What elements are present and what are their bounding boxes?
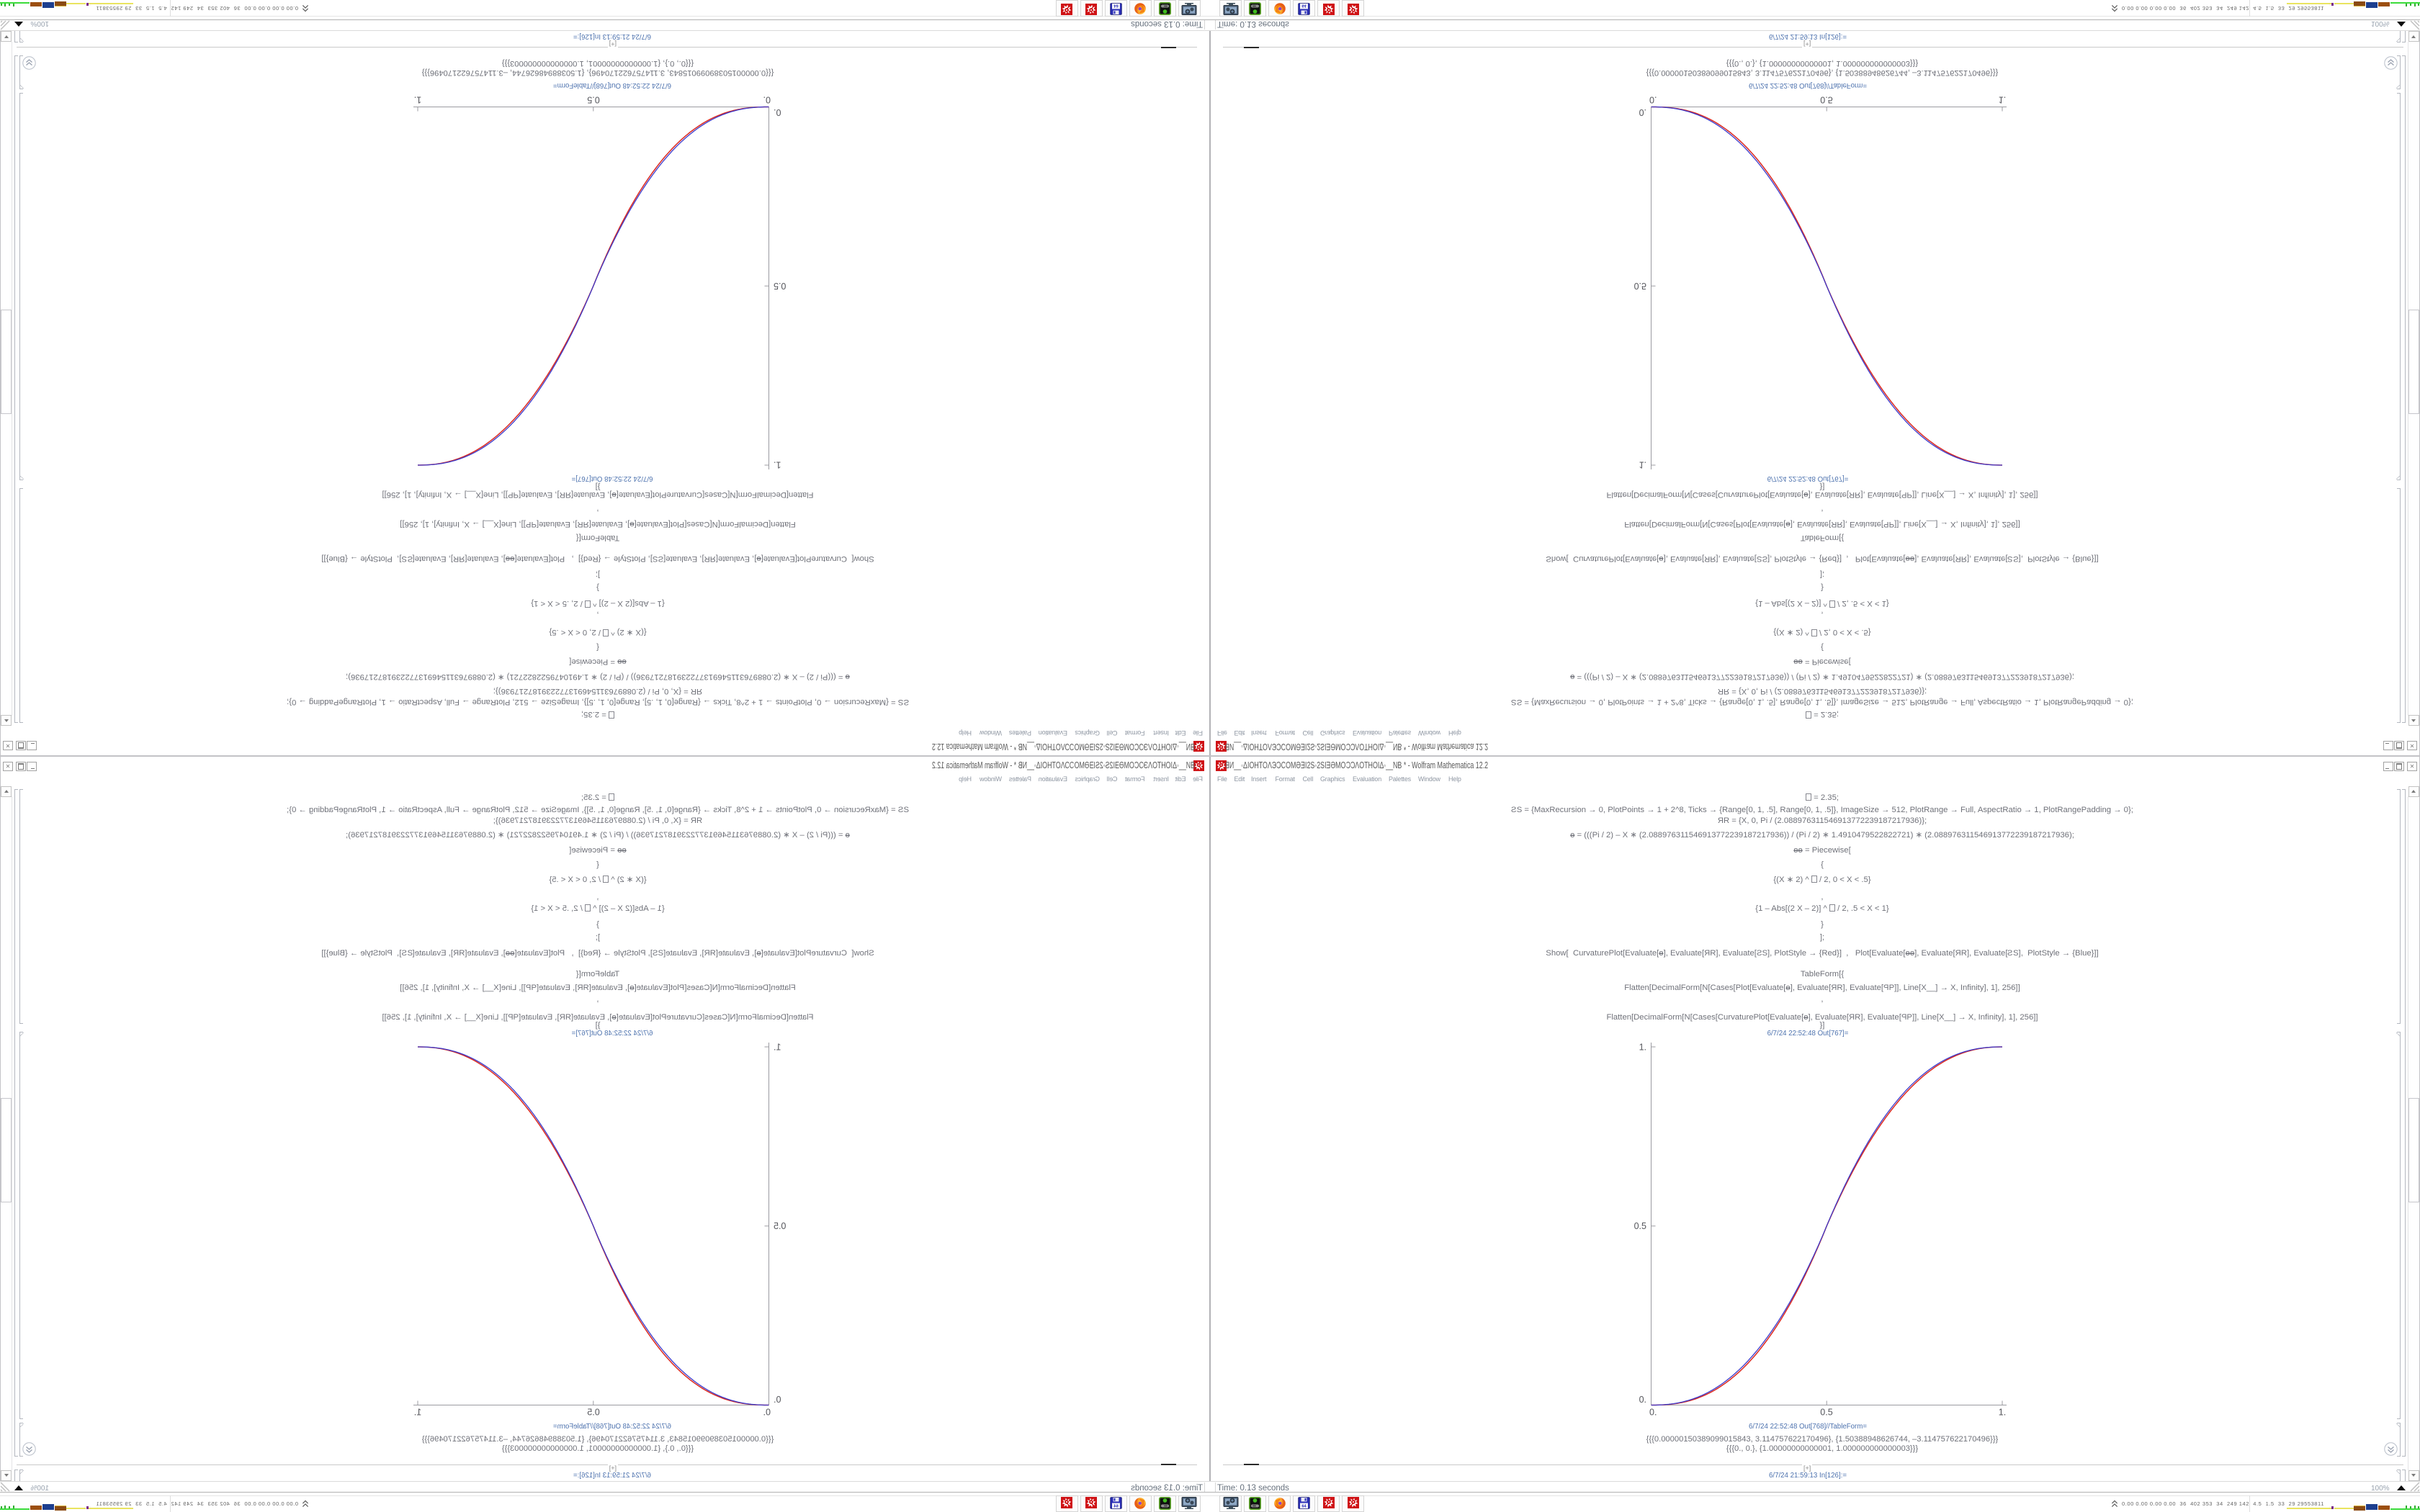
svg-text:0.5: 0.5	[1820, 95, 1832, 105]
svg-text:1.: 1.	[774, 1043, 781, 1053]
svg-text:1.: 1.	[414, 95, 421, 105]
svg-text:0.: 0.	[1639, 1395, 1646, 1405]
svg-text:1.: 1.	[1999, 1408, 2006, 1418]
svg-text:0.5: 0.5	[587, 95, 599, 105]
svg-text:0.: 0.	[1649, 95, 1657, 105]
svg-text:1.: 1.	[414, 1408, 421, 1418]
svg-text:0.: 0.	[763, 95, 771, 105]
svg-text:64: 64	[1301, 1505, 1307, 1509]
svg-text:0.: 0.	[763, 1408, 771, 1418]
svg-text:0.5: 0.5	[774, 1221, 786, 1231]
svg-text:64: 64	[1301, 4, 1307, 8]
svg-text:1.: 1.	[1639, 460, 1646, 470]
svg-text:64: 64	[1113, 4, 1119, 8]
svg-text:1.: 1.	[1639, 1043, 1646, 1053]
svg-text:1.: 1.	[774, 460, 781, 470]
svg-text:0.5: 0.5	[1820, 1408, 1832, 1418]
svg-text:0.5: 0.5	[774, 281, 786, 291]
svg-text:0.5: 0.5	[1634, 1221, 1646, 1231]
svg-text:0.5: 0.5	[587, 1408, 599, 1418]
svg-text:0.: 0.	[774, 107, 781, 117]
svg-text:0.5: 0.5	[1634, 281, 1646, 291]
svg-text:1.: 1.	[1999, 95, 2006, 105]
svg-text:0.: 0.	[774, 1395, 781, 1405]
svg-text:0.: 0.	[1649, 1408, 1657, 1418]
svg-text:64: 64	[1113, 1505, 1119, 1509]
svg-text:0.: 0.	[1639, 107, 1646, 117]
